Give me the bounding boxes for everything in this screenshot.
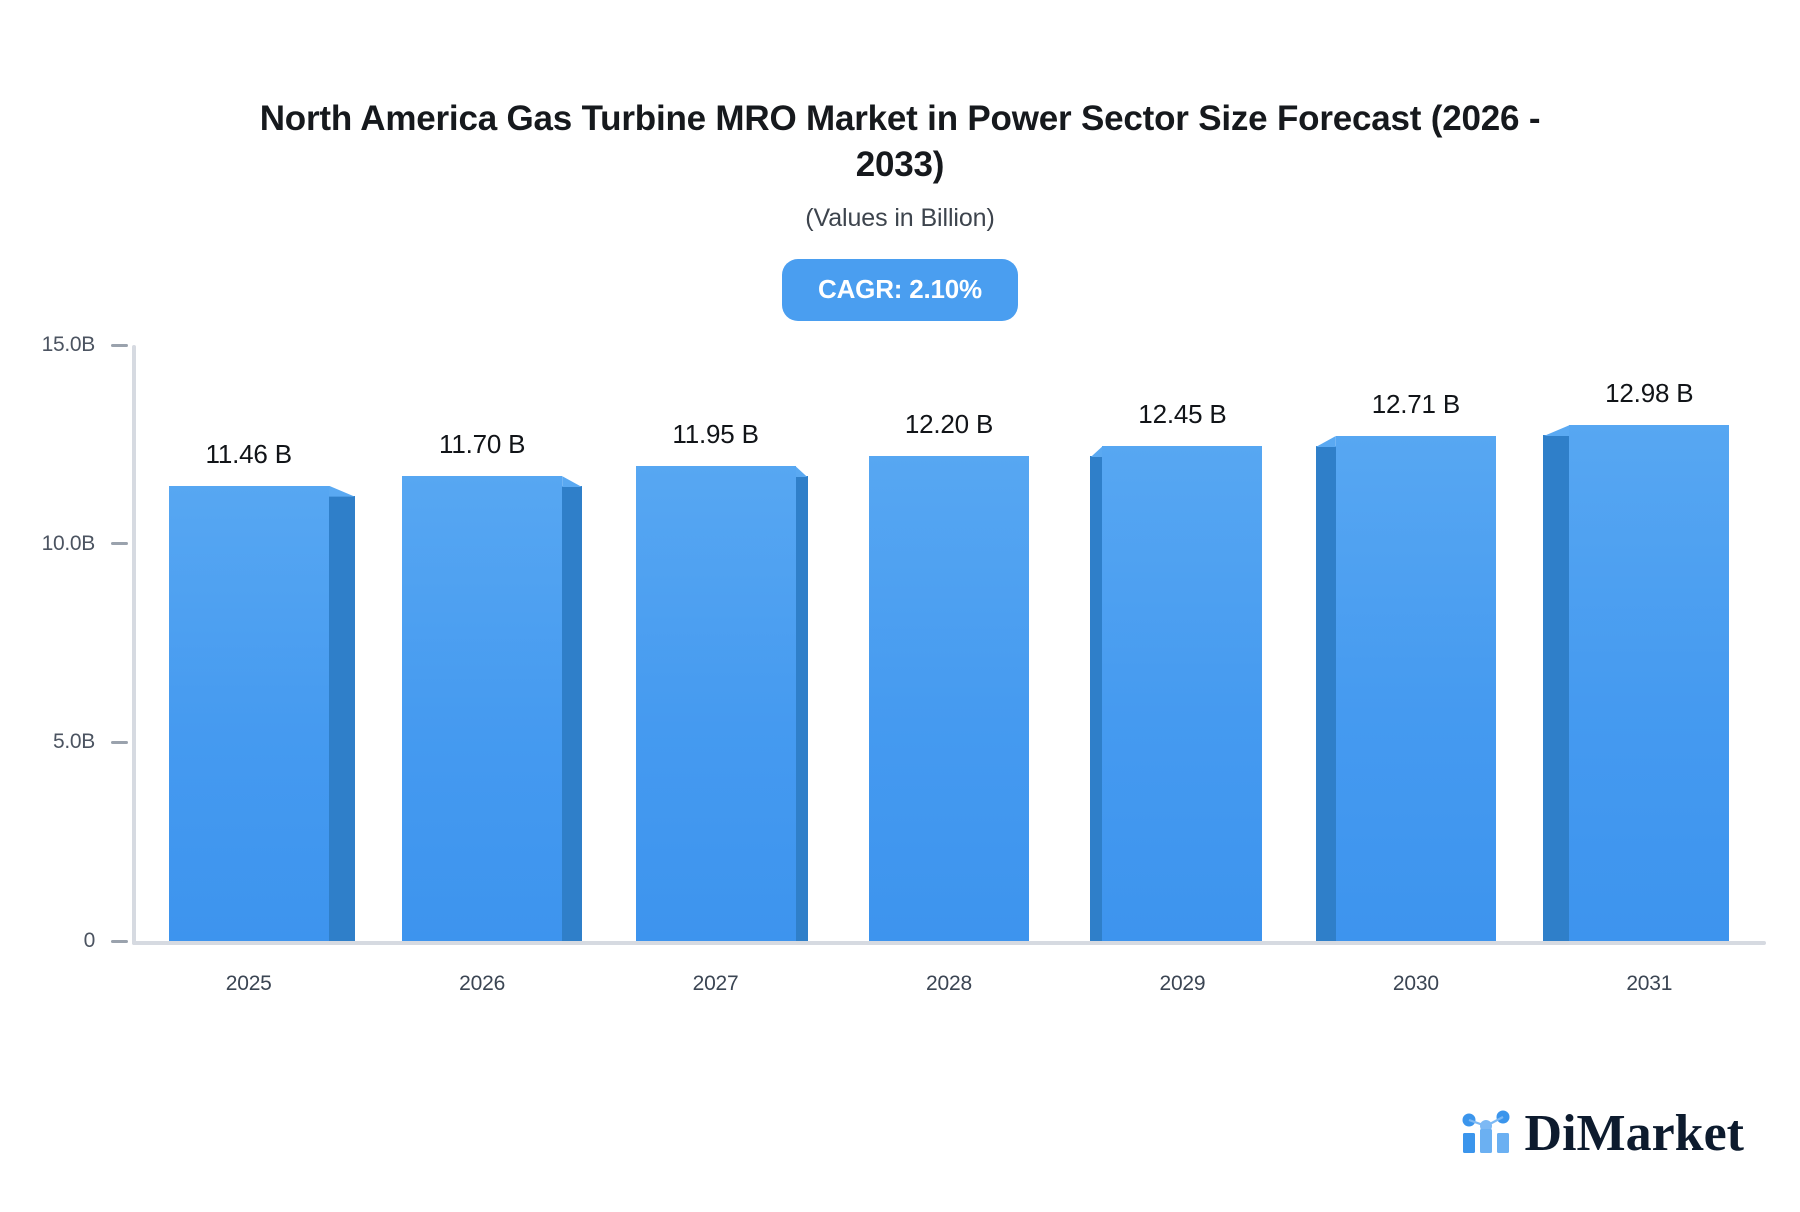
bar-front-face (1335, 436, 1496, 941)
bar-front-face (1569, 425, 1730, 941)
bar[interactable]: 11.46 B (168, 439, 355, 941)
bar-front-face (1102, 446, 1263, 941)
bar-side-face (1543, 435, 1570, 941)
y-axis-tick: 0 (0, 928, 128, 954)
bar-side-face (795, 476, 808, 941)
y-axis-tick: 10.0B (0, 531, 128, 557)
bar-side-face (328, 495, 355, 941)
bar-group[interactable]: 11.95 B (635, 300, 808, 945)
y-axis-tick-mark (111, 740, 128, 744)
bar-front-face (869, 456, 1029, 941)
y-axis-tick-mark (111, 939, 128, 943)
chart-title: North America Gas Turbine MRO Market in … (259, 99, 1541, 185)
bar[interactable]: 12.20 B (869, 409, 1029, 941)
cagr-badge-container: CAGR: 2.10% (0, 259, 1800, 321)
bar-group[interactable]: 12.20 B (869, 300, 1029, 945)
bar-top-face (562, 476, 583, 488)
y-axis-tick-label: 10.0B (41, 531, 96, 555)
bar-group[interactable]: 11.46 B (168, 300, 355, 945)
bar[interactable]: 12.45 B (1090, 399, 1263, 941)
bar-top-face (1090, 446, 1103, 458)
y-axis-tick-mark (111, 542, 128, 546)
bar-top-face (795, 466, 808, 478)
bar-value-label: 12.71 B (1371, 389, 1460, 419)
x-axis-tick-label: 2028 (926, 972, 972, 995)
y-axis-tick: 5.0B (0, 729, 128, 755)
y-axis-tick: 15.0B (0, 332, 128, 358)
bar-side-face (1315, 446, 1336, 941)
bar[interactable]: 11.95 B (635, 419, 808, 941)
logo-text: DiMarket (1524, 1105, 1744, 1162)
chart-header: North America Gas Turbine MRO Market in … (0, 96, 1800, 233)
bar-top-face (1315, 436, 1336, 447)
bar-group[interactable]: 11.70 B (402, 300, 583, 945)
bar-side-face (1090, 456, 1103, 941)
bar-value-label: 11.46 B (205, 438, 293, 469)
y-axis-tick-label: 0 (83, 929, 96, 952)
x-axis-tick-label: 2025 (225, 972, 272, 995)
x-axis-tick-label: 2031 (1626, 972, 1673, 995)
bar-value-label: 11.70 B (438, 429, 526, 460)
cagr-badge[interactable]: CAGR: 2.10% (782, 259, 1018, 321)
x-axis-tick-label: 2027 (692, 972, 739, 995)
x-axis-tick-label: 2026 (459, 972, 506, 995)
y-axis-tick-mark (111, 343, 128, 347)
y-axis-line (132, 345, 136, 945)
x-axis-line (132, 941, 1766, 945)
bar-front-face (402, 476, 563, 941)
bar-front-face (168, 485, 329, 941)
bar-value-label: 12.98 B (1605, 378, 1694, 409)
bar-group[interactable]: 12.45 B (1090, 300, 1263, 945)
dimarket-logo: DiMarket (1461, 1108, 1744, 1160)
bar-top-face (328, 485, 355, 497)
bar-series: 11.46 B 11.70 B 11.95 B 12.20 B 12.45 B 12.71… (132, 300, 1766, 945)
bar-chart-logo-icon (1461, 1109, 1511, 1160)
x-axis-tick-label: 2029 (1159, 972, 1206, 995)
bar-value-label: 12.20 B (904, 409, 994, 440)
bar-group[interactable]: 12.98 B (1543, 300, 1730, 945)
x-axis-tick-label: 2030 (1392, 972, 1439, 995)
bar-group[interactable]: 12.71 B (1315, 300, 1496, 945)
y-axis-tick-label: 5.0B (53, 730, 95, 754)
y-axis-tick-label: 15.0B (41, 333, 96, 356)
bar[interactable]: 11.70 B (402, 429, 583, 941)
bar-value-label: 12.45 B (1138, 399, 1227, 430)
bar-value-label: 11.95 B (672, 419, 759, 450)
bar-side-face (562, 486, 583, 941)
chart-subtitle: (Values in Billion) (805, 204, 995, 233)
bar-top-face (1543, 425, 1570, 437)
bar[interactable]: 12.71 B (1315, 389, 1496, 941)
bar[interactable]: 12.98 B (1543, 378, 1730, 941)
bar-front-face (635, 466, 796, 941)
